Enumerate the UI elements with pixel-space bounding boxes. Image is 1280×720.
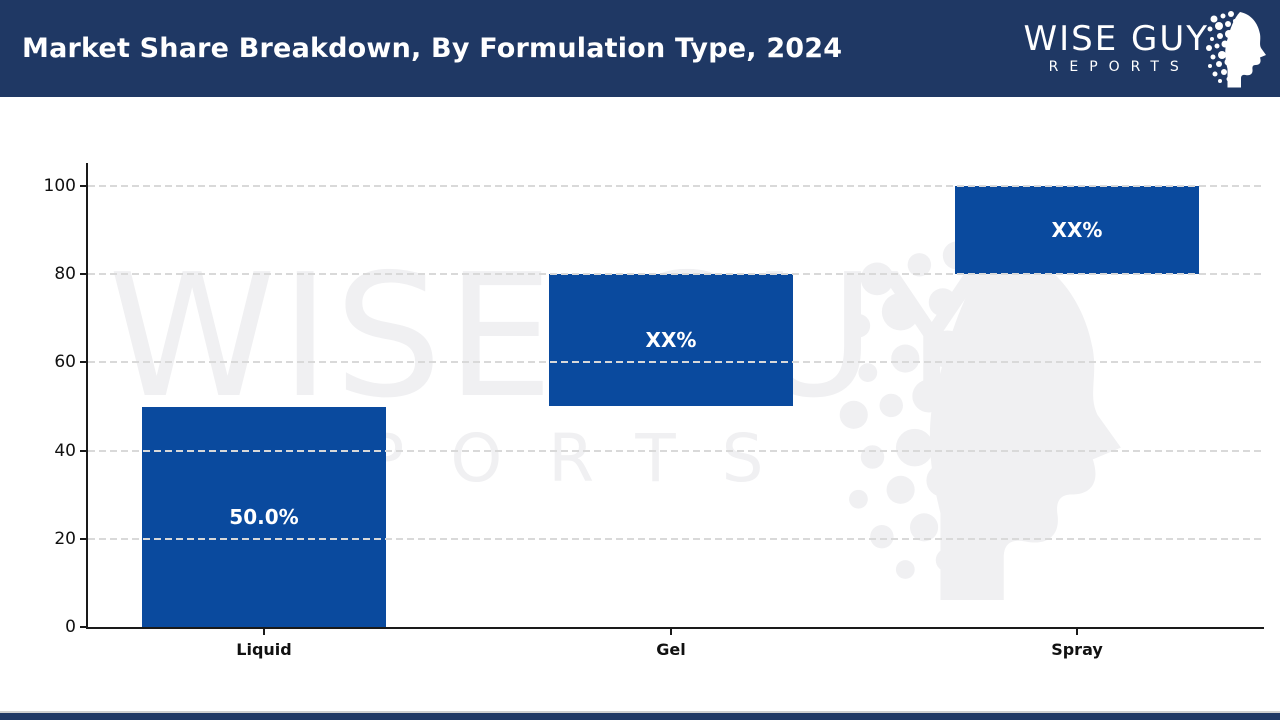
grid-line: [88, 361, 1264, 364]
grid-line: [88, 185, 1264, 187]
footer-bar: [0, 711, 1280, 720]
bar-spray: [955, 186, 1199, 275]
y-tick-label: 0: [65, 617, 76, 637]
y-tick-mark: [80, 361, 86, 364]
wise-guy-reports-logo: WISE GUY REPORTS: [1023, 5, 1270, 92]
grid-line: [88, 273, 1264, 276]
y-tick-label: 80: [54, 264, 76, 285]
y-tick-mark: [80, 449, 86, 452]
y-tick-label: 20: [54, 528, 76, 549]
y-tick-label: 60: [54, 352, 76, 373]
header-bar: Market Share Breakdown, By Formulation T…: [0, 0, 1280, 97]
grid-line: [88, 449, 1264, 452]
y-tick-label: 40: [54, 440, 76, 461]
x-category-label: Liquid: [236, 640, 292, 659]
y-tick-mark: [80, 273, 86, 276]
bar-value-label: XX%: [1051, 218, 1103, 243]
bar-value-label: XX%: [645, 328, 697, 353]
x-axis-spine: [86, 627, 1264, 629]
y-tick-label: 100: [43, 176, 76, 196]
watermark-wordmark: WISE GUY: [108, 238, 988, 436]
bar-gel: [549, 274, 793, 407]
y-axis-spine: [86, 163, 88, 629]
watermark-dot-head-icon: [839, 241, 1121, 600]
page-title: Market Share Breakdown, By Formulation T…: [22, 33, 843, 64]
x-category-label: Gel: [656, 640, 686, 659]
logo-wordmark: WISE GUY: [1023, 19, 1209, 60]
bar-liquid: [142, 406, 386, 627]
logo-text: WISE GUY REPORTS: [1023, 19, 1209, 75]
x-tick-mark: [1076, 629, 1078, 635]
x-tick-mark: [263, 629, 265, 635]
bar-value-label: 50.0%: [229, 504, 299, 529]
y-tick-mark: [80, 626, 86, 628]
logo-subtitle: REPORTS: [1048, 58, 1190, 75]
x-category-label: Spray: [1051, 640, 1103, 659]
y-tick-mark: [80, 185, 86, 187]
x-tick-mark: [670, 629, 672, 635]
y-tick-mark: [80, 537, 86, 540]
grid-line: [88, 537, 1264, 540]
